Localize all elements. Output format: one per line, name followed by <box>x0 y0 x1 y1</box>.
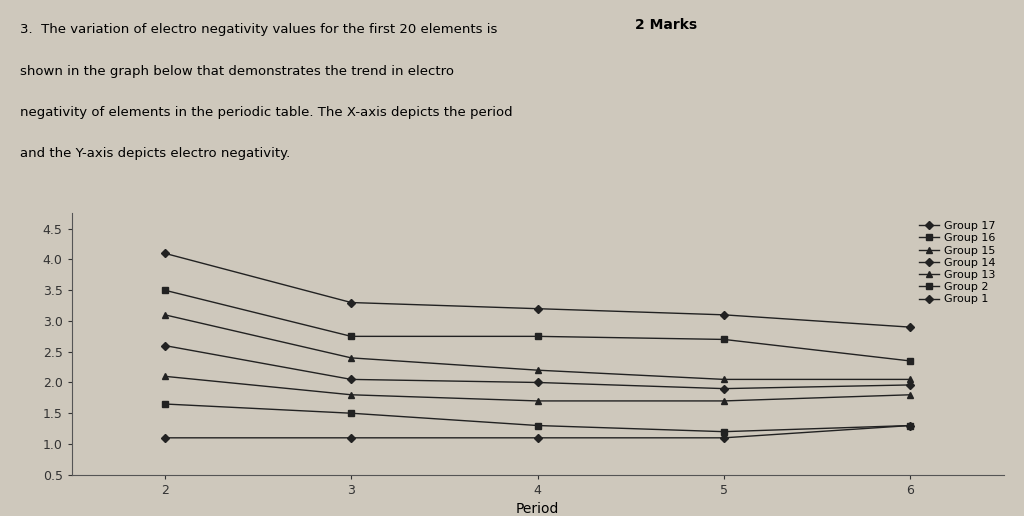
Group 15 <box>345 355 357 361</box>
Line: Group 16: Group 16 <box>162 287 913 364</box>
Group 14 <box>531 379 544 385</box>
Group 15 <box>531 367 544 373</box>
Text: negativity of elements in the periodic table. The X-axis depicts the period: negativity of elements in the periodic t… <box>20 106 513 119</box>
Line: Group 1: Group 1 <box>162 423 913 441</box>
Group 1 <box>718 434 730 441</box>
Line: Group 17: Group 17 <box>162 251 913 330</box>
Group 16 <box>159 287 171 293</box>
Group 17 <box>904 324 916 330</box>
Group 16 <box>345 333 357 340</box>
Text: and the Y-axis depicts electro negativity.: and the Y-axis depicts electro negativit… <box>20 147 291 160</box>
Group 15 <box>718 376 730 382</box>
Group 16 <box>904 358 916 364</box>
Text: 2 Marks: 2 Marks <box>635 18 697 32</box>
Group 13 <box>904 392 916 398</box>
Line: Group 2: Group 2 <box>162 401 913 434</box>
Group 16 <box>718 336 730 343</box>
Group 13 <box>531 398 544 404</box>
Group 17 <box>345 299 357 305</box>
Group 2 <box>345 410 357 416</box>
Group 14 <box>159 343 171 349</box>
Group 2 <box>159 401 171 407</box>
Text: 3.  The variation of electro negativity values for the first 20 elements is: 3. The variation of electro negativity v… <box>20 23 498 36</box>
Line: Group 15: Group 15 <box>162 311 913 383</box>
Legend: Group 17, Group 16, Group 15, Group 14, Group 13, Group 2, Group 1: Group 17, Group 16, Group 15, Group 14, … <box>916 219 998 307</box>
Group 14 <box>904 382 916 388</box>
Line: Group 13: Group 13 <box>162 373 913 405</box>
Group 2 <box>531 423 544 429</box>
Group 14 <box>345 376 357 382</box>
Group 14 <box>718 385 730 392</box>
Group 1 <box>159 434 171 441</box>
Line: Group 14: Group 14 <box>162 343 913 392</box>
Group 15 <box>159 312 171 318</box>
Group 17 <box>159 250 171 256</box>
Group 13 <box>159 373 171 379</box>
Group 13 <box>345 392 357 398</box>
Group 1 <box>531 434 544 441</box>
X-axis label: Period: Period <box>516 502 559 516</box>
Text: shown in the graph below that demonstrates the trend in electro: shown in the graph below that demonstrat… <box>20 64 455 77</box>
Group 2 <box>904 423 916 429</box>
Group 2 <box>718 429 730 435</box>
Group 17 <box>718 312 730 318</box>
Group 1 <box>904 423 916 429</box>
Group 13 <box>718 398 730 404</box>
Group 15 <box>904 376 916 382</box>
Group 1 <box>345 434 357 441</box>
Group 17 <box>531 305 544 312</box>
Group 16 <box>531 333 544 340</box>
